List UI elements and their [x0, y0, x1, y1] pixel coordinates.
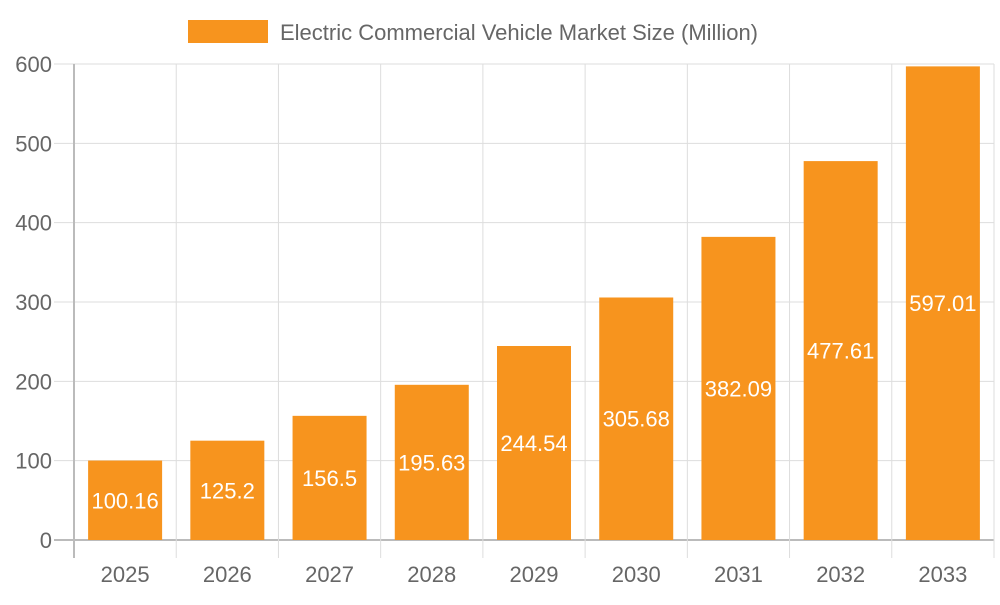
x-tick-label: 2027: [305, 562, 354, 587]
x-tick-label: 2030: [612, 562, 661, 587]
bar: [190, 440, 265, 540]
data-label: 156.5: [302, 466, 357, 491]
data-label: 597.01: [909, 291, 976, 316]
bar: [497, 345, 571, 540]
data-label: 100.16: [91, 488, 158, 513]
data-label: 305.68: [603, 407, 670, 432]
legend[interactable]: Electric Commercial Vehicle Market Size …: [188, 20, 758, 45]
y-tick-label: 200: [15, 369, 52, 394]
axes: 0 100 200 300 400 500 600 2025 2026 2027 2028 2029 2…: [15, 52, 967, 587]
x-tick-label: 2033: [918, 562, 967, 587]
bar: [394, 384, 469, 540]
data-label: 125.2: [200, 478, 255, 503]
y-tick-label: 400: [15, 211, 52, 236]
data-labels: 100.16 125.2 156.5 195.63 244.54 305.68 382.09…: [91, 291, 976, 513]
data-label: 382.09: [705, 376, 772, 401]
x-tick-label: 2029: [510, 562, 559, 587]
bar: [292, 415, 367, 540]
y-tick-label: 100: [15, 449, 52, 474]
x-tick-label: 2031: [714, 562, 763, 587]
data-label: 244.54: [500, 431, 567, 456]
bar: [803, 161, 878, 540]
gridlines: [54, 63, 995, 558]
bars: [88, 66, 980, 541]
data-label: 195.63: [398, 450, 465, 475]
bar: [599, 297, 674, 540]
y-tick-label: 300: [15, 290, 52, 315]
x-tick-label: 2025: [101, 562, 150, 587]
legend-label: Electric Commercial Vehicle Market Size …: [280, 20, 758, 45]
y-tick-label: 500: [15, 131, 52, 156]
data-label: 477.61: [807, 339, 874, 364]
bar: [88, 460, 163, 540]
legend-swatch: [188, 20, 268, 43]
x-tick-label: 2032: [816, 562, 865, 587]
x-tick-label: 2028: [407, 562, 456, 587]
y-tick-label: 600: [15, 52, 52, 77]
y-tick-label: 0: [40, 528, 52, 553]
x-tick-label: 2026: [203, 562, 252, 587]
bar: [701, 236, 776, 541]
bar: [905, 66, 980, 540]
